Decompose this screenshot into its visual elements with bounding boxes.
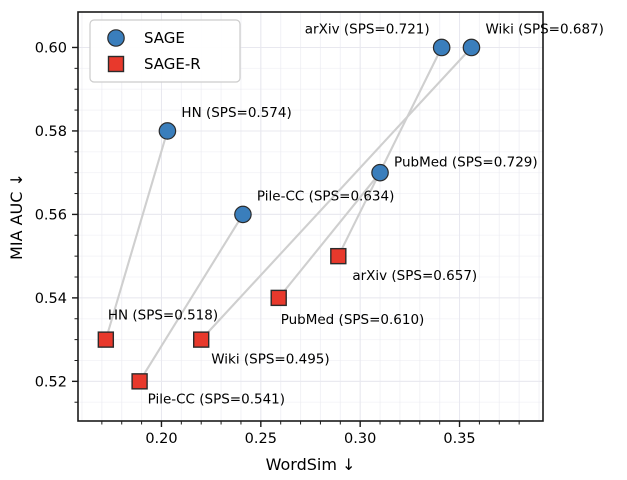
ytick-label: 0.56	[35, 207, 67, 223]
xtick-label: 0.35	[443, 431, 475, 447]
marker-sage-r-pubmed	[270, 289, 287, 307]
marker-sage-pile-cc	[234, 205, 252, 224]
legend-label-sage: SAGE	[144, 29, 185, 47]
point-annotations: HN (SPS=0.574) Pile-CC (SPS=0.634) PubMed …	[108, 21, 604, 407]
xtick-label: 0.20	[145, 431, 177, 447]
legend-box	[89, 19, 241, 83]
connector-arxiv	[337, 47, 443, 257]
marker-sage-pubmed	[371, 163, 389, 182]
axis-titles: WordSim ↓ MIA AUC ↓	[7, 173, 355, 474]
legend-label-sage-r: SAGE-R	[144, 55, 201, 73]
marker-sage-hn	[158, 122, 177, 140]
ytick-label: 0.58	[35, 124, 67, 140]
legend-marker-sage-r	[107, 55, 125, 73]
marker-sage-arxiv	[432, 38, 451, 57]
plot-frame	[77, 11, 544, 422]
label-sage-hn: HN (SPS=0.574)	[181, 105, 291, 121]
label-sage-wiki: Wiki (SPS=0.687)	[485, 21, 603, 37]
xtick-label: 0.30	[344, 431, 376, 447]
connector-hn	[104, 130, 169, 340]
xtick-label: 0.25	[245, 431, 277, 447]
ytick-label: 0.60	[35, 40, 67, 56]
legend-marker-sage	[107, 29, 125, 47]
tick-labels: 0.20 0.25 0.30 0.35 0.52 0.54 0.56 0.58 0.60	[35, 40, 476, 447]
label-sage-r-wiki: Wiki (SPS=0.495)	[211, 352, 329, 368]
ytick-label: 0.52	[35, 374, 67, 390]
marker-sage-r-arxiv	[330, 247, 347, 265]
label-sage-r-hn: HN (SPS=0.518)	[108, 308, 218, 324]
marker-sage-wiki	[462, 38, 481, 57]
connector-pubmed	[277, 172, 381, 299]
label-sage-arxiv: arXiv (SPS=0.721)	[305, 21, 430, 37]
label-sage-pubmed: PubMed (SPS=0.729)	[394, 155, 538, 171]
connector-lines	[104, 46, 473, 382]
label-sage-r-pubmed: PubMed (SPS=0.610)	[281, 312, 425, 328]
ytick-label: 0.54	[35, 291, 67, 307]
x-axis-title: WordSim ↓	[266, 455, 356, 474]
marker-sage-r-pile-cc	[131, 373, 148, 390]
chart-legend: SAGE SAGE-R	[89, 19, 241, 83]
marker-sage-r-hn	[97, 331, 115, 348]
label-sage-pile-cc: Pile-CC (SPS=0.634)	[257, 188, 394, 204]
label-sage-r-arxiv: arXiv (SPS=0.657)	[352, 268, 477, 284]
y-axis-title: MIA AUC ↓	[7, 173, 26, 260]
marker-sage-r-wiki	[193, 331, 210, 348]
connector-wiki	[200, 46, 473, 341]
connector-pile-cc	[138, 213, 244, 382]
label-sage-r-pile-cc: Pile-CC (SPS=0.541)	[148, 391, 285, 407]
data-markers	[97, 38, 481, 390]
